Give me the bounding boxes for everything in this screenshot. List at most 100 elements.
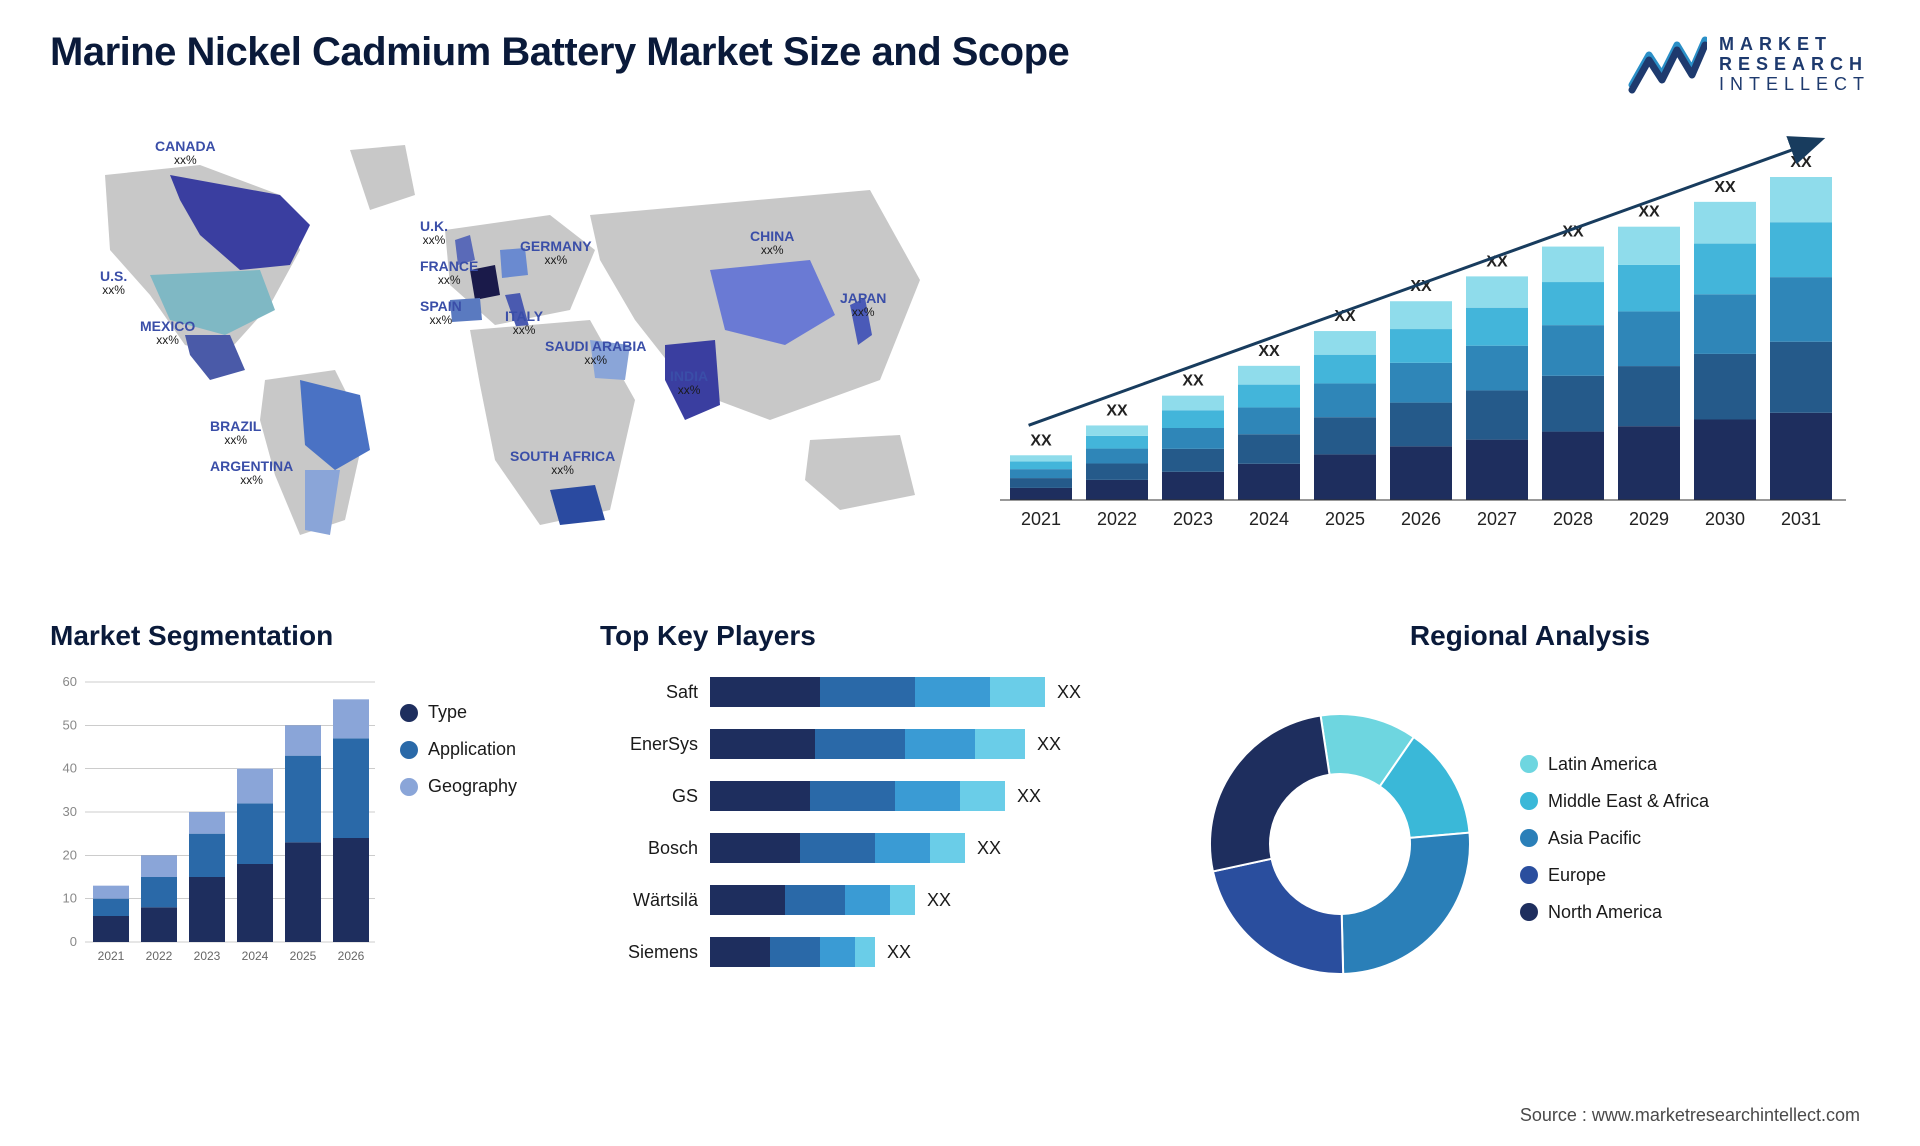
svg-text:0: 0 bbox=[70, 934, 77, 949]
player-value: XX bbox=[1057, 682, 1081, 703]
legend-dot-icon bbox=[1520, 792, 1538, 810]
player-bar: XX bbox=[710, 781, 1160, 811]
svg-text:XX: XX bbox=[1182, 373, 1204, 390]
regional-legend: Latin America Middle East & Africa Asia Pa… bbox=[1520, 754, 1870, 939]
bar-segment bbox=[895, 781, 960, 811]
svg-text:XX: XX bbox=[1258, 343, 1280, 360]
bar-segment bbox=[915, 677, 990, 707]
bar-segment bbox=[890, 885, 915, 915]
segmentation-panel: Market Segmentation 01020304050602021202… bbox=[50, 620, 570, 1020]
legend-dot-icon bbox=[1520, 903, 1538, 921]
player-name: Saft bbox=[600, 682, 710, 703]
player-name: Wärtsilä bbox=[600, 890, 710, 911]
player-bar: XX bbox=[710, 833, 1160, 863]
svg-text:2029: 2029 bbox=[1629, 509, 1669, 529]
player-value: XX bbox=[927, 890, 951, 911]
regional-title: Regional Analysis bbox=[1190, 620, 1870, 652]
player-value: XX bbox=[1017, 786, 1041, 807]
legend-label: North America bbox=[1548, 902, 1662, 923]
brand-logo: MARKET RESEARCH INTELLECT bbox=[1627, 30, 1870, 100]
player-bar: XX bbox=[710, 937, 1160, 967]
players-title: Top Key Players bbox=[600, 620, 1160, 652]
map-label: U.S.xx% bbox=[100, 268, 127, 298]
player-name: GS bbox=[600, 786, 710, 807]
bar-segment bbox=[785, 885, 845, 915]
bar-segment bbox=[960, 781, 1005, 811]
bar-segment bbox=[810, 781, 895, 811]
segmentation-legend: TypeApplicationGeography bbox=[400, 672, 570, 1020]
page-title: Marine Nickel Cadmium Battery Market Siz… bbox=[50, 30, 1069, 75]
svg-text:XX: XX bbox=[1030, 432, 1052, 449]
svg-text:2030: 2030 bbox=[1705, 509, 1745, 529]
svg-text:10: 10 bbox=[63, 891, 77, 906]
svg-text:2021: 2021 bbox=[1021, 509, 1061, 529]
bar-segment bbox=[710, 677, 820, 707]
legend-label: Application bbox=[428, 739, 516, 760]
player-bar: XX bbox=[710, 677, 1160, 707]
player-bar: XX bbox=[710, 885, 1160, 915]
svg-text:2026: 2026 bbox=[338, 949, 365, 963]
forecast-chart: XX2021XX2022XX2023XX2024XX2025XX2026XX20… bbox=[980, 120, 1870, 580]
svg-text:40: 40 bbox=[63, 761, 77, 776]
map-label: INDIAxx% bbox=[670, 368, 708, 398]
svg-text:60: 60 bbox=[63, 674, 77, 689]
map-label: CANADAxx% bbox=[155, 138, 216, 168]
regional-donut bbox=[1190, 694, 1490, 999]
player-row: Wärtsilä XX bbox=[600, 880, 1160, 920]
bar-segment bbox=[815, 729, 905, 759]
segmentation-title: Market Segmentation bbox=[50, 620, 570, 652]
svg-text:2022: 2022 bbox=[146, 949, 173, 963]
legend-label: Europe bbox=[1548, 865, 1606, 886]
players-chart: SaftXXEnerSysXXGSXXBoschXXWärtsiläXXSiem… bbox=[600, 672, 1160, 1020]
legend-label: Middle East & Africa bbox=[1548, 791, 1709, 812]
map-label: ARGENTINAxx% bbox=[210, 458, 293, 488]
legend-dot-icon bbox=[400, 741, 418, 759]
legend-dot-icon bbox=[1520, 866, 1538, 884]
player-value: XX bbox=[1037, 734, 1061, 755]
map-label: BRAZILxx% bbox=[210, 418, 261, 448]
regional-panel: Regional Analysis Latin America Middle Ea… bbox=[1190, 620, 1870, 1020]
bar-segment bbox=[820, 937, 855, 967]
players-panel: Top Key Players SaftXXEnerSysXXGSXXBosch… bbox=[600, 620, 1160, 1020]
svg-text:2023: 2023 bbox=[1173, 509, 1213, 529]
map-label: SPAINxx% bbox=[420, 298, 462, 328]
bar-segment bbox=[855, 937, 875, 967]
svg-text:2024: 2024 bbox=[1249, 509, 1289, 529]
legend-item: Asia Pacific bbox=[1520, 828, 1870, 849]
map-label: FRANCExx% bbox=[420, 258, 478, 288]
bar-segment bbox=[710, 937, 770, 967]
bar-segment bbox=[710, 781, 810, 811]
bar-segment bbox=[800, 833, 875, 863]
segmentation-chart: 0102030405060202120222023202420252026 bbox=[50, 672, 380, 1020]
svg-text:2021: 2021 bbox=[98, 949, 125, 963]
legend-label: Latin America bbox=[1548, 754, 1657, 775]
world-map: CANADAxx% U.S.xx% MEXICOxx% BRAZILxx% ARGENT… bbox=[50, 120, 950, 580]
player-name: Siemens bbox=[600, 942, 710, 963]
bar-segment bbox=[770, 937, 820, 967]
bar-segment bbox=[710, 833, 800, 863]
bar-segment bbox=[905, 729, 975, 759]
svg-text:2023: 2023 bbox=[194, 949, 221, 963]
svg-text:50: 50 bbox=[63, 717, 77, 732]
map-label: GERMANYxx% bbox=[520, 238, 592, 268]
svg-text:2026: 2026 bbox=[1401, 509, 1441, 529]
svg-text:XX: XX bbox=[1638, 204, 1660, 221]
bar-segment bbox=[990, 677, 1045, 707]
player-row: SiemensXX bbox=[600, 932, 1160, 972]
map-label: MEXICOxx% bbox=[140, 318, 195, 348]
player-name: EnerSys bbox=[600, 734, 710, 755]
map-label: U.K.xx% bbox=[420, 218, 448, 248]
map-label: SAUDI ARABIAxx% bbox=[545, 338, 646, 368]
player-row: BoschXX bbox=[600, 828, 1160, 868]
legend-label: Geography bbox=[428, 776, 517, 797]
player-value: XX bbox=[977, 838, 1001, 859]
svg-text:20: 20 bbox=[63, 847, 77, 862]
legend-dot-icon bbox=[1520, 755, 1538, 773]
svg-text:XX: XX bbox=[1106, 402, 1128, 419]
svg-text:2025: 2025 bbox=[1325, 509, 1365, 529]
bar-segment bbox=[930, 833, 965, 863]
svg-text:2022: 2022 bbox=[1097, 509, 1137, 529]
map-label: ITALYxx% bbox=[505, 308, 543, 338]
map-label: CHINAxx% bbox=[750, 228, 794, 258]
map-label: JAPANxx% bbox=[840, 290, 886, 320]
